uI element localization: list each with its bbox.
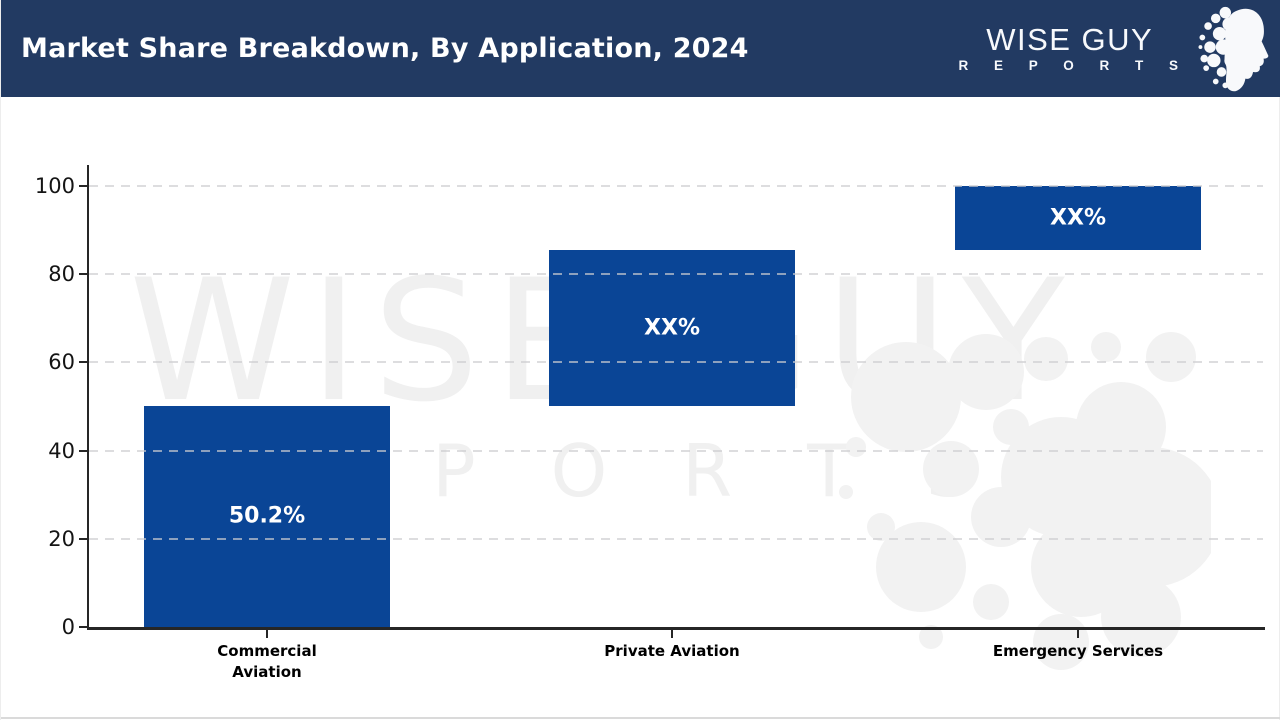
x-axis-spine — [87, 627, 1265, 630]
y-tick-mark-100 — [79, 185, 88, 187]
watermark-head-graphic — [839, 332, 1211, 670]
x-tick-label-line: Private Aviation — [604, 642, 740, 660]
x-tick-label-1: Private Aviation — [522, 641, 822, 662]
logo-wiseguy-text: WISE GUY — [986, 22, 1154, 57]
logo-reports-text: R E P O R T S — [958, 58, 1189, 73]
y-tick-label-100: 100 — [34, 174, 75, 198]
bar-value-label: XX% — [1050, 205, 1106, 231]
logo-head-icon — [1198, 6, 1269, 91]
y-tick-mark-80 — [79, 273, 88, 276]
x-tick-mark-0 — [266, 630, 268, 638]
bottom-border-line — [1, 717, 1280, 719]
gridline-y60 — [89, 361, 1263, 364]
x-tick-label-line: Aviation — [232, 663, 302, 681]
bar-private-aviation — [549, 249, 795, 406]
bar-commercial-aviation — [144, 405, 390, 627]
y-tick-mark-40 — [79, 449, 88, 452]
x-tick-label-line: Emergency Services — [992, 642, 1164, 660]
gridline-y20 — [89, 537, 1263, 540]
x-tick-label-0: Commercial Aviation — [117, 641, 417, 683]
x-tick-mark-2 — [1077, 630, 1079, 638]
y-tick-label-0: 0 — [61, 615, 75, 639]
y-tick-mark-0 — [79, 626, 88, 628]
gridline-y80 — [89, 273, 1263, 276]
wiseguy-reports-logo: WISE GUY R E P O R T S — [950, 5, 1280, 93]
bar-emergency-services — [955, 186, 1201, 250]
y-tick-label-80: 80 — [48, 262, 75, 287]
chart-title: Market Share Breakdown, By Application, … — [21, 33, 749, 64]
x-tick-mark-1 — [671, 630, 673, 638]
bar-value-label: 50.2% — [228, 503, 306, 529]
logo-wordmark: WISE GUY R E P O R T S — [950, 24, 1189, 73]
header-band: Market Share Breakdown, By Application, … — [1, 0, 1280, 97]
gridline-y100 — [89, 185, 1263, 187]
gridline-y40 — [89, 449, 1263, 452]
y-axis-spine — [87, 165, 89, 630]
bar-value-label: XX% — [644, 315, 700, 341]
x-tick-label-2: Emergency Services — [928, 641, 1228, 662]
x-tick-label-line: Commercial — [217, 642, 317, 660]
y-tick-label-40: 40 — [48, 438, 75, 463]
y-tick-label-20: 20 — [48, 526, 75, 551]
y-tick-label-60: 60 — [48, 350, 75, 375]
y-tick-mark-60 — [79, 361, 88, 364]
y-tick-mark-20 — [79, 537, 88, 540]
